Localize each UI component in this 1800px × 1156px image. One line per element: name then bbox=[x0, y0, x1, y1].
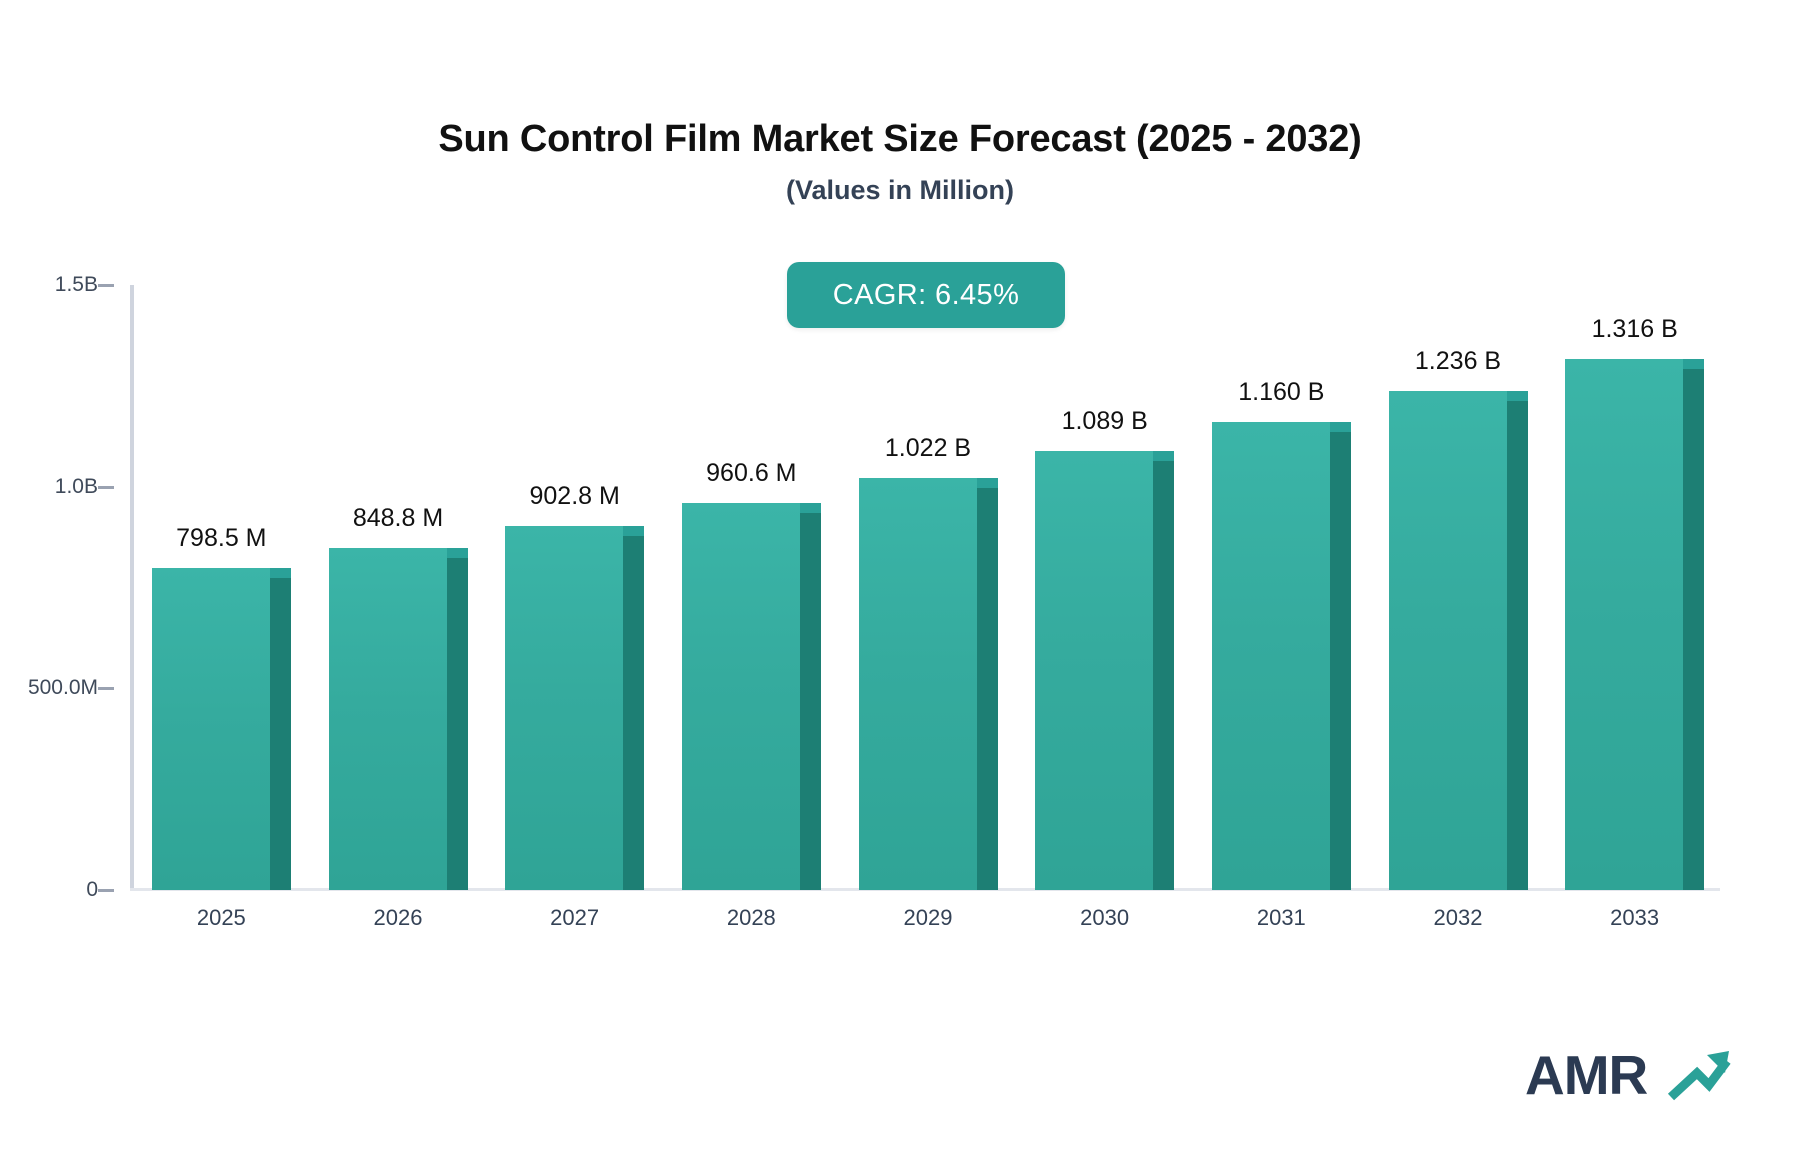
y-axis-labels: 0 500.0M 1.0B 1.5B bbox=[0, 273, 98, 901]
bar-front-face bbox=[1211, 422, 1330, 890]
bar bbox=[151, 567, 291, 890]
bar-top-face bbox=[623, 525, 645, 536]
bar-side-face bbox=[623, 535, 645, 890]
bar-side-face bbox=[1683, 369, 1705, 890]
x-tick-label: 2033 bbox=[1610, 905, 1660, 930]
bar-side-face bbox=[269, 577, 291, 890]
x-tick-label: 2027 bbox=[550, 905, 600, 930]
bar-value-label: 1.089 B bbox=[1061, 406, 1148, 435]
y-tick-mark bbox=[98, 889, 114, 892]
bar-value-label: 1.160 B bbox=[1238, 378, 1325, 407]
bar-value-label: 1.022 B bbox=[884, 433, 972, 462]
y-tick-label: 0 bbox=[86, 878, 98, 901]
bar-value-label: 960.6 M bbox=[706, 458, 797, 487]
bar-side-face bbox=[446, 557, 468, 890]
bar-front-face bbox=[505, 525, 624, 890]
bar-front-face bbox=[681, 502, 800, 890]
growth-arrow-icon bbox=[1667, 1051, 1731, 1101]
x-tick-label: 2025 bbox=[196, 905, 246, 930]
bar bbox=[328, 547, 468, 890]
bar-side-face bbox=[1153, 460, 1175, 890]
y-tick-mark bbox=[98, 485, 114, 489]
bar bbox=[505, 525, 645, 890]
bar-value-label: 798.5 M bbox=[176, 523, 267, 552]
bar-top-face bbox=[799, 502, 821, 513]
bar-top-face bbox=[1153, 450, 1175, 461]
bar-front-face bbox=[1565, 359, 1684, 890]
y-tick-mark bbox=[98, 687, 114, 691]
bar bbox=[1035, 450, 1175, 890]
bar-top-face bbox=[976, 477, 998, 488]
amr-logo: AMR bbox=[1525, 1045, 1735, 1115]
bar-value-label: 1.236 B bbox=[1414, 347, 1502, 376]
bar-front-face bbox=[1035, 450, 1154, 890]
y-tick-label: 500.0M bbox=[27, 676, 98, 700]
x-axis-labels: 2025 2026 2027 2028 2029 2030 2031 2032 2033 bbox=[130, 905, 1720, 939]
y-tick-mark bbox=[98, 284, 114, 287]
y-axis-line bbox=[130, 285, 134, 890]
bar bbox=[1388, 391, 1528, 890]
bar-top-face bbox=[1329, 422, 1351, 433]
bar bbox=[681, 502, 821, 890]
y-tick-label: 1.0B bbox=[54, 474, 98, 498]
chart-subtitle: (Values in Million) bbox=[785, 175, 1015, 205]
bar-side-face bbox=[976, 487, 998, 890]
bar bbox=[1565, 359, 1705, 890]
cagr-badge: CAGR: 6.45% bbox=[787, 262, 1065, 328]
bar-front-face bbox=[151, 567, 270, 890]
x-tick-label: 2026 bbox=[373, 905, 423, 930]
x-tick-label: 2029 bbox=[903, 905, 953, 930]
cagr-badge-label: CAGR: 6.45% bbox=[832, 278, 1020, 311]
plot-area: 798.5 M 848.8 M 902.8 M 960.6 M 1.022 B 1.089… bbox=[98, 284, 1720, 892]
bar-top-face bbox=[269, 567, 291, 578]
bar-side-face bbox=[799, 512, 821, 890]
amr-logo-text: AMR bbox=[1525, 1044, 1648, 1106]
bar-side-face bbox=[1506, 401, 1528, 890]
bar-top-face bbox=[1683, 359, 1705, 370]
bar-front-face bbox=[1388, 391, 1507, 890]
bar-side-face bbox=[1329, 432, 1351, 890]
bar-front-face bbox=[328, 547, 447, 890]
x-tick-label: 2030 bbox=[1080, 905, 1130, 930]
bar-front-face bbox=[858, 477, 977, 890]
bar-top-face bbox=[446, 547, 468, 558]
bar-top-face bbox=[1506, 391, 1528, 402]
x-tick-label: 2031 bbox=[1256, 905, 1306, 930]
y-tick-label: 1.5B bbox=[54, 273, 98, 296]
chart-title: Sun Control Film Market Size Forecast (2… bbox=[438, 118, 1362, 160]
bar-value-label: 902.8 M bbox=[529, 481, 620, 510]
bar bbox=[1211, 422, 1351, 890]
bar bbox=[858, 477, 998, 890]
x-tick-label: 2028 bbox=[726, 905, 776, 930]
bar-value-label: 848.8 M bbox=[352, 503, 444, 532]
x-tick-label: 2032 bbox=[1433, 905, 1483, 930]
bar-value-label: 1.316 B bbox=[1591, 315, 1678, 344]
